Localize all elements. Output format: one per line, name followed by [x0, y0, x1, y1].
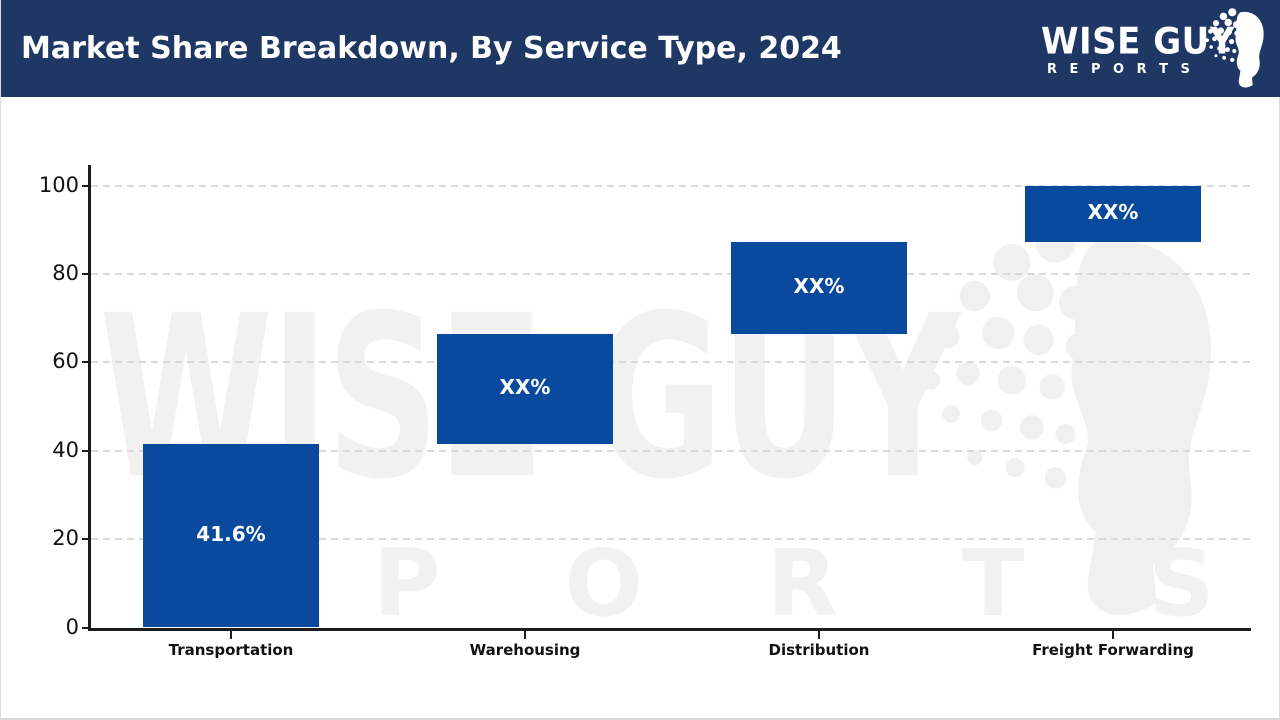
- y-tick-mark: [82, 449, 91, 452]
- page-title: Market Share Breakdown, By Service Type,…: [21, 31, 842, 66]
- y-tick-label: 80: [52, 260, 79, 285]
- bar-value-label: XX%: [499, 375, 551, 400]
- bar-value-label: XX%: [793, 274, 845, 299]
- x-tick-mark: [818, 630, 820, 639]
- y-tick-label: 60: [52, 349, 79, 374]
- y-tick-mark: [82, 626, 91, 629]
- y-tick-label: 100: [38, 172, 79, 197]
- waterfall-bar: [1025, 185, 1201, 243]
- y-tick-label: 40: [52, 437, 79, 462]
- x-tick-mark: [230, 630, 232, 639]
- waterfall-bar: [731, 242, 907, 334]
- logo-reports-text: R E P O R T S: [1047, 62, 1194, 77]
- grid-line: [91, 184, 1251, 187]
- y-tick-label: 20: [52, 526, 79, 551]
- x-category-label: Warehousing: [469, 641, 581, 659]
- logo-head-icon: [1205, 8, 1264, 88]
- grid-line: [91, 361, 1251, 364]
- x-category-label: Freight Forwarding: [1032, 641, 1194, 659]
- bar-value-label: 41.6%: [196, 521, 266, 546]
- y-tick-mark: [82, 538, 91, 541]
- x-category-label: Transportation: [168, 641, 294, 659]
- waterfall-bar: [437, 334, 613, 444]
- y-tick-mark: [82, 184, 91, 187]
- header-bar: Market Share Breakdown, By Service Type,…: [1, 0, 1280, 97]
- x-tick-mark: [524, 630, 526, 639]
- y-tick-mark: [82, 272, 91, 275]
- x-axis-line: [88, 627, 1251, 631]
- grid-line: [91, 538, 1251, 541]
- x-tick-mark: [1112, 630, 1114, 639]
- y-axis-line: [88, 165, 91, 631]
- x-category-label: Distribution: [768, 641, 870, 659]
- y-tick-label: 0: [65, 614, 79, 639]
- waterfall-bar: [143, 443, 319, 628]
- bar-value-label: XX%: [1087, 199, 1139, 224]
- y-tick-mark: [82, 361, 91, 364]
- brand-logo: WISE GUY R E P O R T S: [1041, 0, 1280, 97]
- watermark-reports-text: P O R T S: [373, 530, 1261, 637]
- grid-line: [91, 449, 1251, 452]
- logo-wordmark: WISE GUY: [1041, 20, 1235, 64]
- grid-line: [91, 272, 1251, 275]
